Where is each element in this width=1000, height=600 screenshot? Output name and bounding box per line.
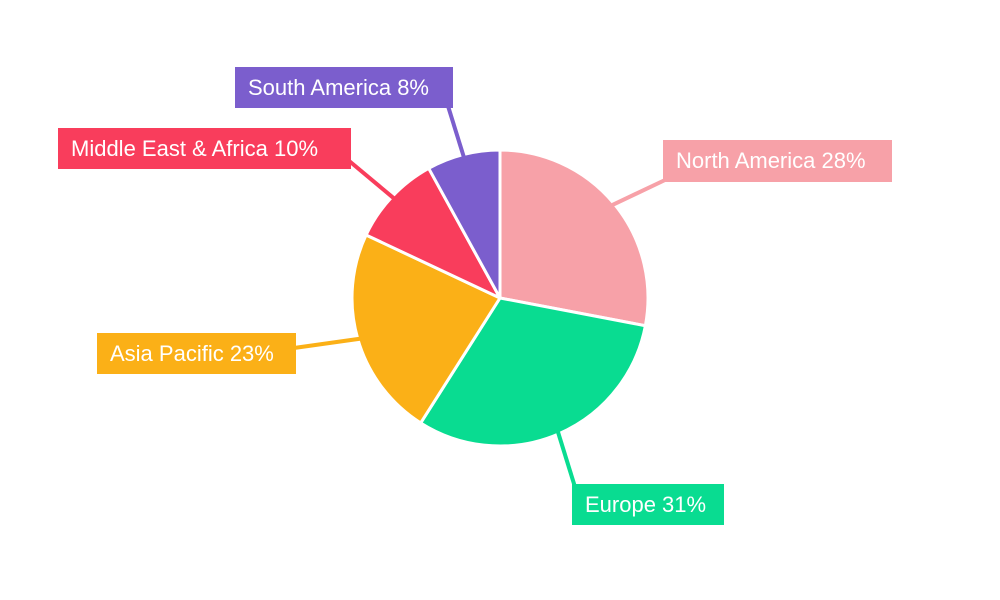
pie-slice-north-america — [498, 148, 650, 328]
leader-line-europe — [556, 431, 577, 488]
leader-line-middle-east-africa — [346, 158, 395, 200]
leader-line-asia-pacific — [293, 336, 361, 350]
leader-line-south-america — [446, 105, 466, 158]
leader-line-north-america — [611, 178, 666, 207]
